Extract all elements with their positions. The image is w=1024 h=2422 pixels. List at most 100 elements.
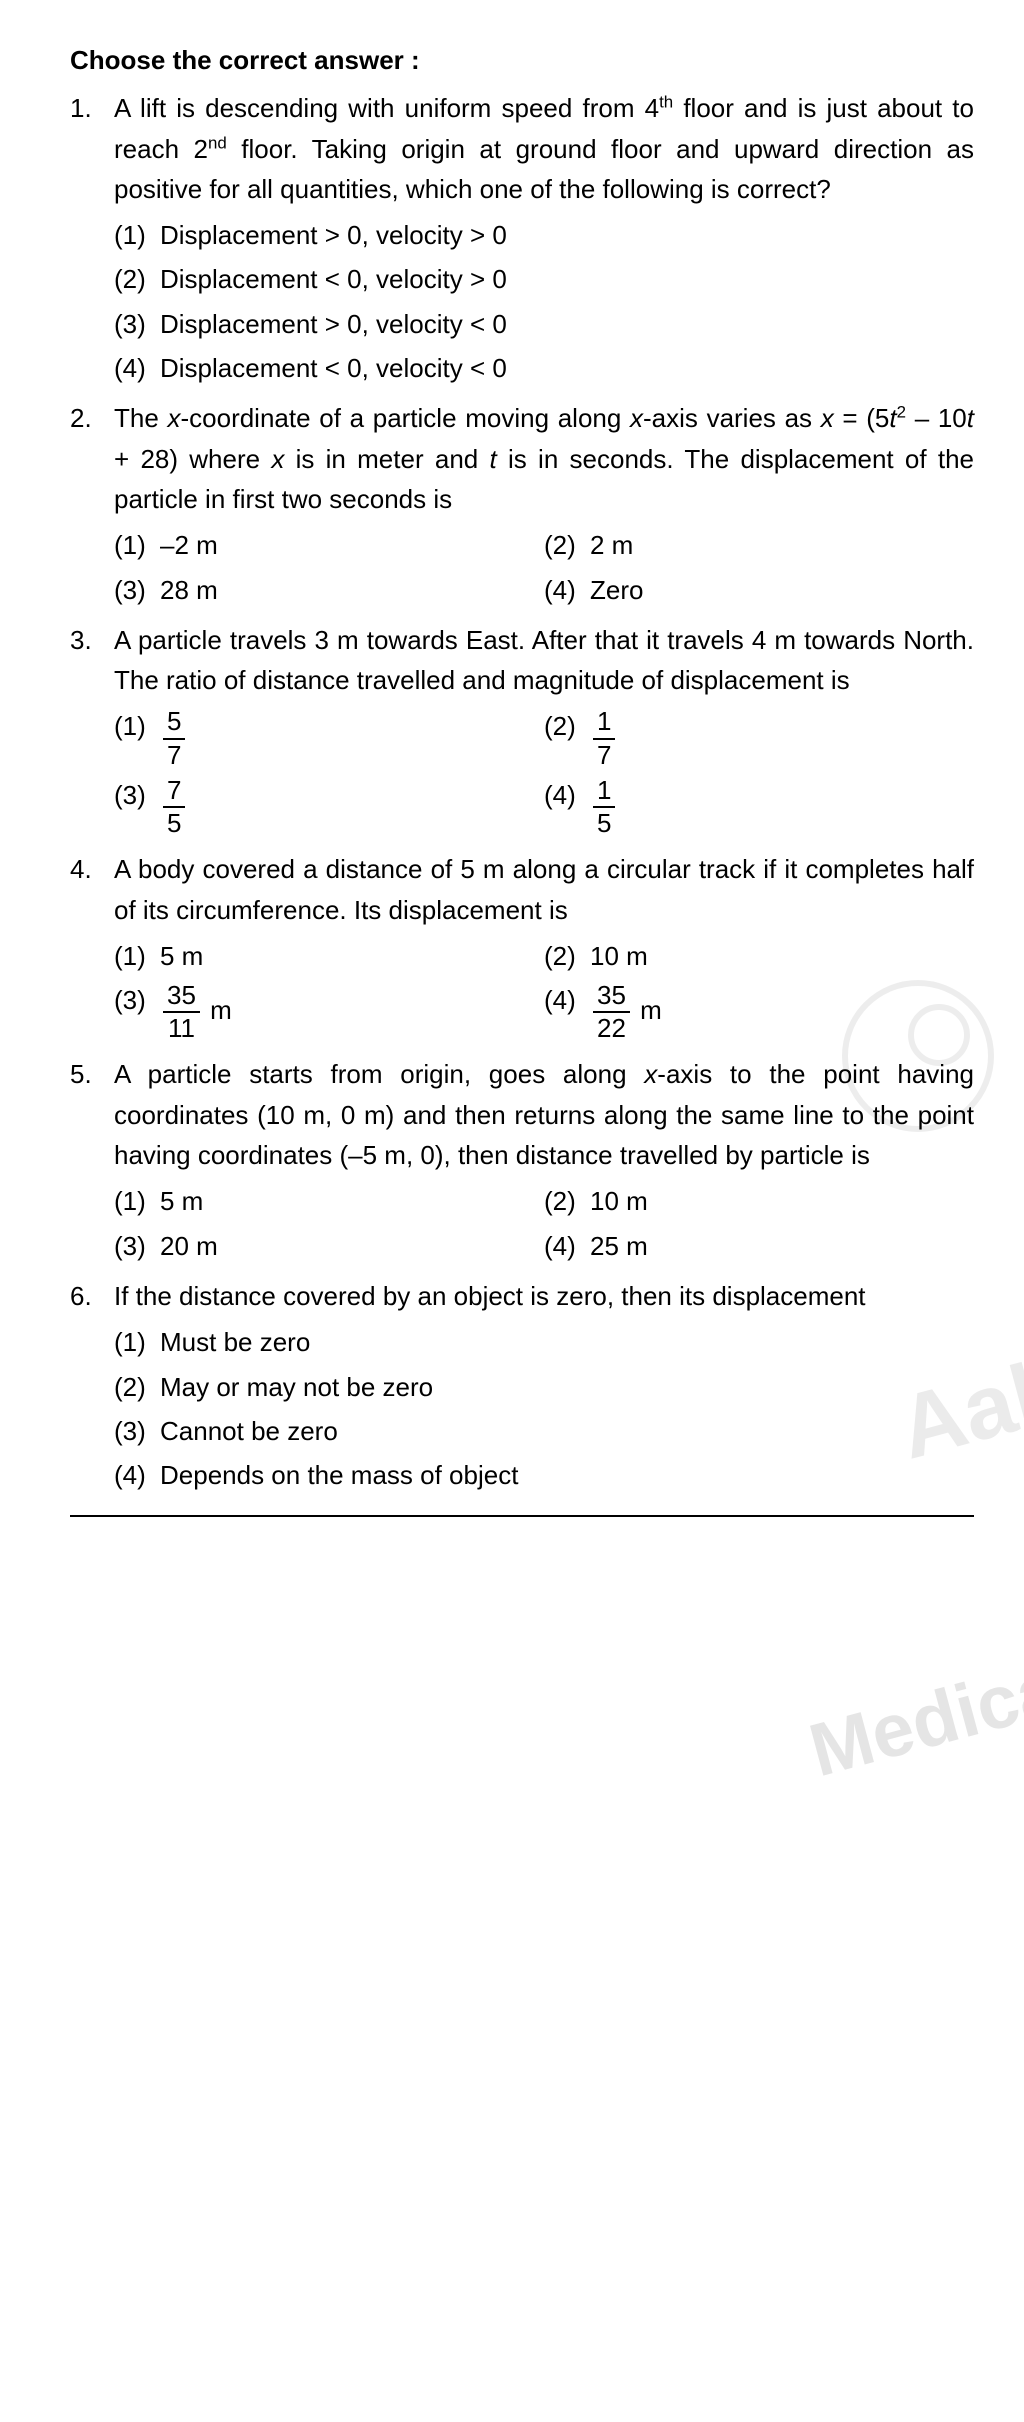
question: 2.The x-coordinate of a particle moving …: [70, 398, 974, 519]
option-label: (2): [544, 525, 590, 565]
option-value: 2 m: [590, 525, 633, 565]
option-label: (3): [114, 1226, 160, 1266]
question: 6.If the distance covered by an object i…: [70, 1276, 974, 1316]
options: (1)–2 m(2)2 m(3)28 m(4)Zero: [114, 525, 974, 610]
question: 3.A particle travels 3 m towards East. A…: [70, 620, 974, 701]
option-value: 15: [590, 775, 618, 839]
option-value: 3511 m: [160, 980, 232, 1044]
option-value: Displacement < 0, velocity < 0: [160, 348, 507, 388]
option-value: –2 m: [160, 525, 218, 565]
option: (1)Displacement > 0, velocity > 0: [114, 215, 974, 255]
option: (1)5 m: [114, 1181, 544, 1221]
option-value: 20 m: [160, 1226, 218, 1266]
option: (1)57: [114, 706, 544, 770]
watermark-text-2: Medical|II: [797, 1608, 1024, 1808]
option-value: 5 m: [160, 936, 203, 976]
question-number: 3.: [70, 620, 114, 701]
option-value: Depends on the mass of object: [160, 1455, 518, 1495]
option-label: (1): [114, 936, 160, 976]
option-label: (2): [544, 936, 590, 976]
option-label: (2): [114, 259, 160, 299]
option-row: (1)5 m(2)10 m: [114, 936, 974, 976]
option-value: Displacement > 0, velocity > 0: [160, 215, 507, 255]
question: 4.A body covered a distance of 5 m along…: [70, 849, 974, 930]
question-number: 1.: [70, 88, 114, 209]
option-label: (1): [114, 525, 160, 565]
option-value: 57: [160, 706, 188, 770]
option-label: (1): [114, 1181, 160, 1221]
option: (4)Displacement < 0, velocity < 0: [114, 348, 974, 388]
option-label: (4): [114, 1455, 160, 1495]
option-value: 5 m: [160, 1181, 203, 1221]
option-value: Displacement < 0, velocity > 0: [160, 259, 507, 299]
question-number: 2.: [70, 398, 114, 519]
option-label: (1): [114, 215, 160, 255]
option-row: (1)–2 m(2)2 m: [114, 525, 974, 565]
option: (4)Zero: [544, 570, 974, 610]
option-label: (1): [114, 706, 160, 770]
option-label: (4): [544, 775, 590, 839]
option: (3)20 m: [114, 1226, 544, 1266]
option-value: 10 m: [590, 1181, 648, 1221]
option-value: Zero: [590, 570, 643, 610]
option: (2)Displacement < 0, velocity > 0: [114, 259, 974, 299]
option-label: (3): [114, 980, 160, 1044]
option-value: 3522 m: [590, 980, 662, 1044]
option: (1)–2 m: [114, 525, 544, 565]
option: (4)15: [544, 775, 974, 839]
option-label: (3): [114, 304, 160, 344]
question: 1.A lift is descending with uniform spee…: [70, 88, 974, 209]
options: (1)5 m(2)10 m(3)20 m(4)25 m: [114, 1181, 974, 1266]
options: (1)57(2)17(3)75(4)15: [114, 706, 974, 839]
questions-container: 1.A lift is descending with uniform spee…: [70, 88, 974, 1495]
option-label: (2): [114, 1367, 160, 1407]
option-label: (3): [114, 570, 160, 610]
option-row: (3)28 m(4)Zero: [114, 570, 974, 610]
option-row: (3)3511 m(4)3522 m: [114, 980, 974, 1044]
option-value: Cannot be zero: [160, 1411, 338, 1451]
option: (3)Cannot be zero: [114, 1411, 974, 1451]
question-text: A particle travels 3 m towards East. Aft…: [114, 620, 974, 701]
option-label: (4): [544, 980, 590, 1044]
option: (4)25 m: [544, 1226, 974, 1266]
question-text: A particle starts from origin, goes alon…: [114, 1054, 974, 1175]
option-value: 25 m: [590, 1226, 648, 1266]
option-label: (3): [114, 1411, 160, 1451]
question-text: The x-coordinate of a particle moving al…: [114, 398, 974, 519]
option: (3)28 m: [114, 570, 544, 610]
option: (3)3511 m: [114, 980, 544, 1044]
option: (4)3522 m: [544, 980, 974, 1044]
option-label: (1): [114, 1322, 160, 1362]
question-number: 4.: [70, 849, 114, 930]
option-value: 17: [590, 706, 618, 770]
option: (3)Displacement > 0, velocity < 0: [114, 304, 974, 344]
section-heading: Choose the correct answer :: [70, 40, 974, 80]
option: (2)17: [544, 706, 974, 770]
option: (1)Must be zero: [114, 1322, 974, 1362]
option-label: (2): [544, 1181, 590, 1221]
option-label: (4): [114, 348, 160, 388]
options: (1)Displacement > 0, velocity > 0(2)Disp…: [114, 215, 974, 388]
option: (2)2 m: [544, 525, 974, 565]
question-text: A body covered a distance of 5 m along a…: [114, 849, 974, 930]
option-label: (4): [544, 570, 590, 610]
option-label: (3): [114, 775, 160, 839]
option-value: Displacement > 0, velocity < 0: [160, 304, 507, 344]
option: (2)10 m: [544, 936, 974, 976]
option: (2)10 m: [544, 1181, 974, 1221]
options: (1)5 m(2)10 m(3)3511 m(4)3522 m: [114, 936, 974, 1045]
question-number: 6.: [70, 1276, 114, 1316]
option-label: (2): [544, 706, 590, 770]
option-row: (3)20 m(4)25 m: [114, 1226, 974, 1266]
options: (1)Must be zero (2)May or may not be zero…: [114, 1322, 974, 1495]
option-label: (4): [544, 1226, 590, 1266]
option: (2)May or may not be zero: [114, 1367, 974, 1407]
option: (1)5 m: [114, 936, 544, 976]
question-text: If the distance covered by an object is …: [114, 1276, 974, 1316]
option-row: (1)5 m(2)10 m: [114, 1181, 974, 1221]
option: (3)75: [114, 775, 544, 839]
option-value: 75: [160, 775, 188, 839]
question-text: A lift is descending with uniform speed …: [114, 88, 974, 209]
option: (4)Depends on the mass of object: [114, 1455, 974, 1495]
question: 5.A particle starts from origin, goes al…: [70, 1054, 974, 1175]
